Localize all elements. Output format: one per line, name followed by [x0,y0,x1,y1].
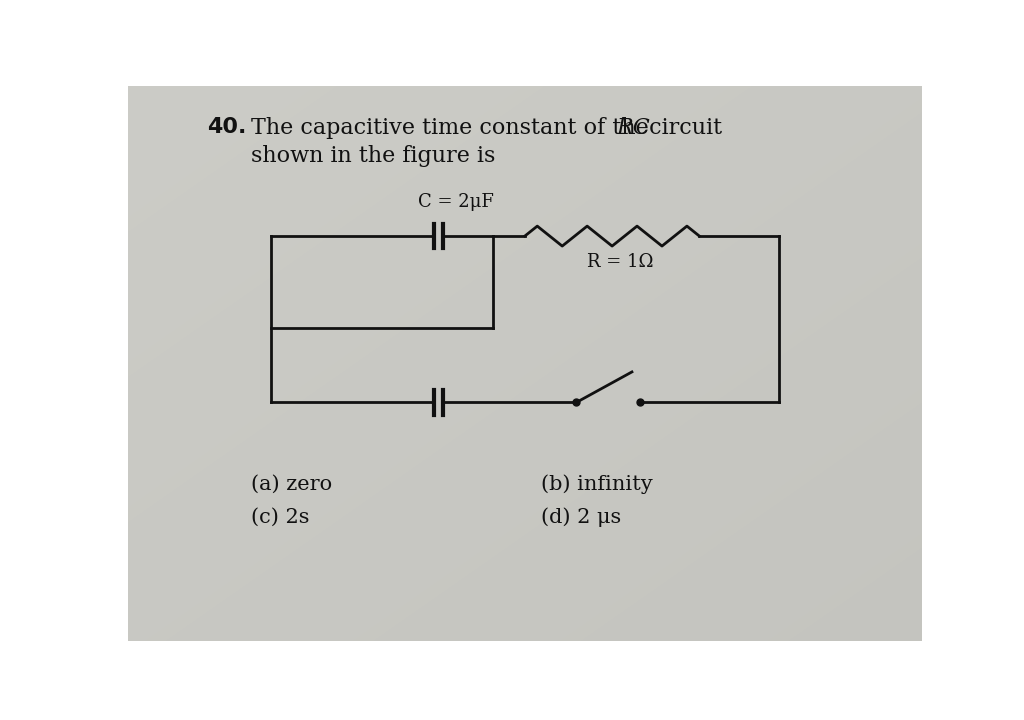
Text: (b) infinity: (b) infinity [541,474,652,494]
Text: (a) zero: (a) zero [251,474,332,493]
Text: shown in the figure is: shown in the figure is [251,145,496,166]
Text: circuit: circuit [642,117,722,139]
Text: 40.: 40. [207,117,247,137]
Text: (d) 2 μs: (d) 2 μs [541,508,621,528]
Text: RC: RC [616,117,650,139]
Text: R = 1Ω: R = 1Ω [587,253,653,271]
Text: The capacitive time constant of the: The capacitive time constant of the [251,117,656,139]
Text: (c) 2s: (c) 2s [251,508,309,527]
Text: C = 2μF: C = 2μF [418,193,494,211]
